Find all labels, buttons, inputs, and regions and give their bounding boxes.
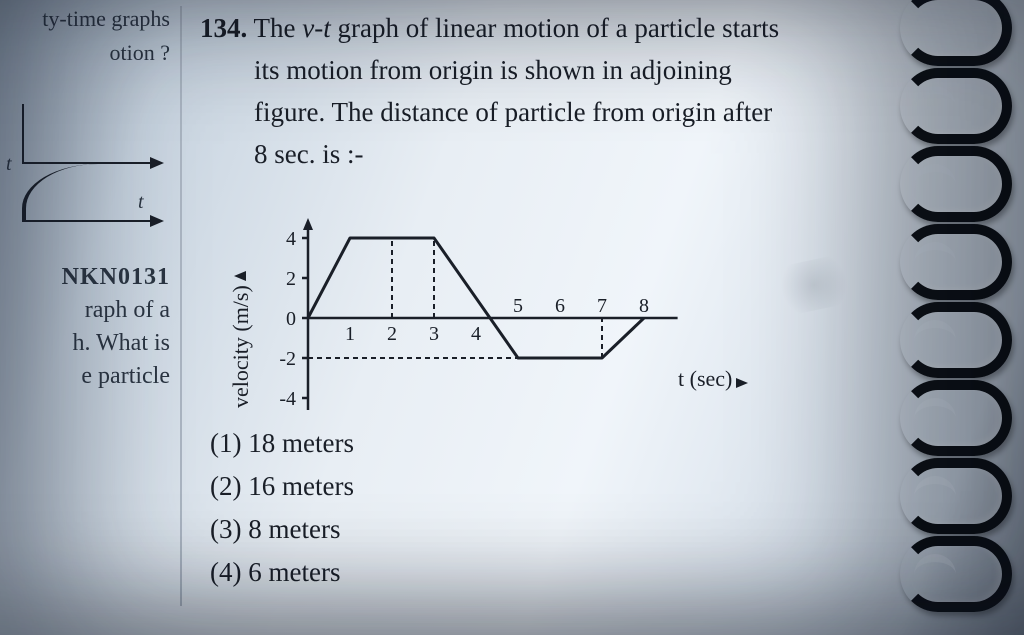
svg-text:8: 8	[639, 295, 649, 317]
left-margin-column: ty-time graphs otion ? t t NKN0131 raph …	[0, 6, 182, 606]
y-axis-label: velocity (m/s)	[228, 271, 254, 408]
chart-svg: 4 2 0 -2 -4 1 2 3 4 5 6 7 8	[268, 218, 738, 428]
q-line1-vt: v-t	[302, 13, 330, 43]
q-line3: figure. The distance of particle from or…	[200, 92, 860, 134]
mini-graph-1: t	[0, 80, 170, 172]
svg-text:1: 1	[345, 323, 355, 345]
svg-text:4: 4	[286, 228, 296, 250]
option-3: (3) 8 meters	[210, 514, 354, 545]
option-4: (4) 6 meters	[210, 557, 354, 588]
vt-chart: velocity (m/s) 420-2-412345678 t (sec)	[236, 218, 756, 428]
answer-options: (1) 18 meters (2) 16 meters (3) 8 meters…	[210, 428, 354, 600]
x-axis-label: t (sec)	[678, 366, 748, 392]
left-text-1: ty-time graphs	[0, 6, 170, 32]
question-number: 134.	[200, 13, 247, 43]
svg-text:7: 7	[597, 295, 607, 317]
left-code: NKN0131	[0, 264, 170, 291]
left-l2: h. What is	[0, 330, 170, 357]
option-2: (2) 16 meters	[210, 471, 354, 502]
spiral-binding	[902, 0, 1012, 635]
q-line1b: graph of linear motion of a particle sta…	[331, 13, 779, 43]
svg-text:6: 6	[555, 295, 565, 317]
svg-text:0: 0	[286, 308, 296, 330]
left-lower-block: NKN0131 raph of a h. What is e particle	[0, 264, 170, 390]
mini-axis-2-t: t	[138, 191, 144, 214]
q-line1a: The	[254, 13, 303, 43]
svg-text:2: 2	[286, 268, 296, 290]
left-l3: e particle	[0, 363, 170, 390]
mini-axis-1-t: t	[6, 153, 12, 176]
smudge	[770, 252, 859, 318]
q-line2: its motion from origin is shown in adjoi…	[200, 50, 860, 92]
svg-text:-4: -4	[279, 388, 296, 410]
question-block: 134. The v-t graph of linear motion of a…	[200, 8, 860, 175]
option-1: (1) 18 meters	[210, 428, 354, 459]
q-line4: 8 sec. is :-	[200, 134, 860, 176]
svg-text:2: 2	[387, 323, 397, 345]
left-l1: raph of a	[0, 297, 170, 324]
svg-text:4: 4	[471, 323, 481, 345]
svg-text:3: 3	[429, 323, 439, 345]
left-text-2: otion ?	[0, 40, 170, 66]
page: ty-time graphs otion ? t t NKN0131 raph …	[0, 0, 1024, 635]
svg-text:-2: -2	[279, 348, 296, 370]
mini-graph-2: t	[0, 192, 170, 242]
svg-text:5: 5	[513, 295, 523, 317]
